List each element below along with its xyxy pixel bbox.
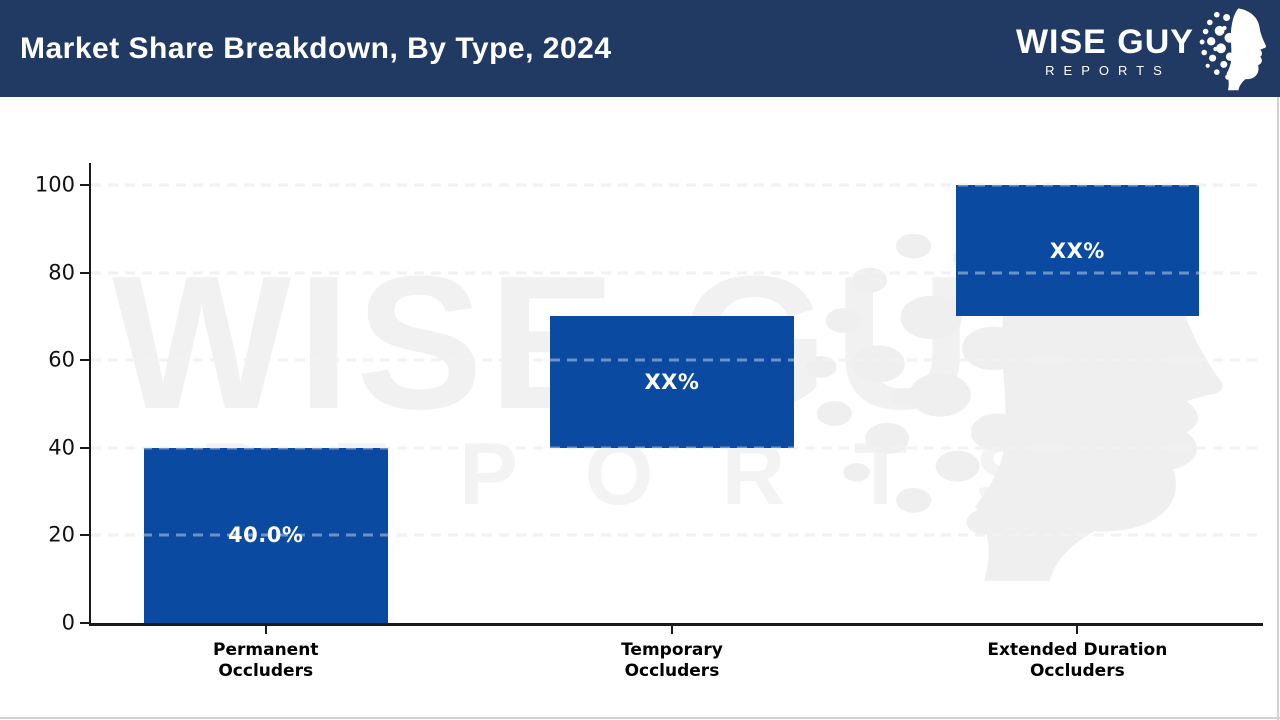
gridline-overlay-100 [91,183,1263,187]
y-axis-label-80: 80 [48,260,75,285]
bar-value-label: 40.0% [228,523,304,548]
gridline-overlay-20 [91,533,1263,537]
category-label-line: Extended Duration [987,640,1168,660]
y-axis-tick-20 [80,534,89,537]
category-label-line: Occluders [624,661,720,682]
page-title: Market Share Breakdown, By Type, 2024 [20,31,612,65]
category-label-extended-duration-occluders: Extended Duration Occluders [987,640,1167,683]
gridline-100 [91,183,1263,187]
gridline-40 [91,446,1263,450]
category-label-line: Occluders [218,661,314,682]
y-axis-label-0: 0 [61,610,75,635]
category-label-line: Permanent [213,640,319,660]
y-axis-label-20: 20 [48,522,75,547]
y-axis-tick-60 [80,359,89,362]
frame-border-bottom [0,717,1280,719]
y-axis-label-100: 100 [34,172,75,197]
gridline-20 [91,533,1263,537]
category-label-line: Temporary [621,640,723,660]
x-axis-tick-temporary-occluders [670,626,673,634]
wiseguy-logo-text: WISE GUY REPORTS [1016,25,1194,77]
gridline-overlay-60 [91,358,1263,362]
wiseguy-logo: WISE GUY REPORTS [1016,5,1274,93]
bar-extended-duration-occluders: XX% [955,184,1200,317]
y-axis-label-60: 60 [48,347,75,372]
gridline-80 [91,271,1263,275]
y-axis-tick-40 [80,446,89,449]
wiseguy-head-icon [1199,8,1266,91]
y-axis-tick-100 [80,183,89,186]
frame-border-right [1277,97,1279,720]
category-label-temporary-occluders: Temporary Occluders [621,640,723,683]
x-axis-tick-extended-duration-occluders [1076,626,1079,634]
y-axis-label-40: 40 [48,435,75,460]
bar-permanent-occluders: 40.0% [143,447,388,623]
category-label-line: Occluders [1029,661,1125,682]
y-axis-tick-80 [80,271,89,274]
gridline-overlay-80 [91,271,1263,275]
logo-wordmark: WISE GUY [1015,23,1194,61]
logo-subtitle: REPORTS [1045,63,1171,78]
category-label-permanent-occluders: Permanent Occluders [213,640,318,683]
bar-value-label: XX% [644,370,700,395]
header-bar: Market Share Breakdown, By Type, 2024 WI… [0,0,1280,97]
plot-area: 0 20 40 60 80 100 40.0% XX% XX% Permanent Occluder… [35,163,1263,681]
x-axis-tick-permanent-occluders [264,626,267,634]
y-axis-tick-0 [80,622,89,624]
gridline-overlay-40 [91,446,1263,450]
bar-value-label: XX% [1049,238,1105,263]
bar-temporary-occluders: XX% [550,316,794,448]
